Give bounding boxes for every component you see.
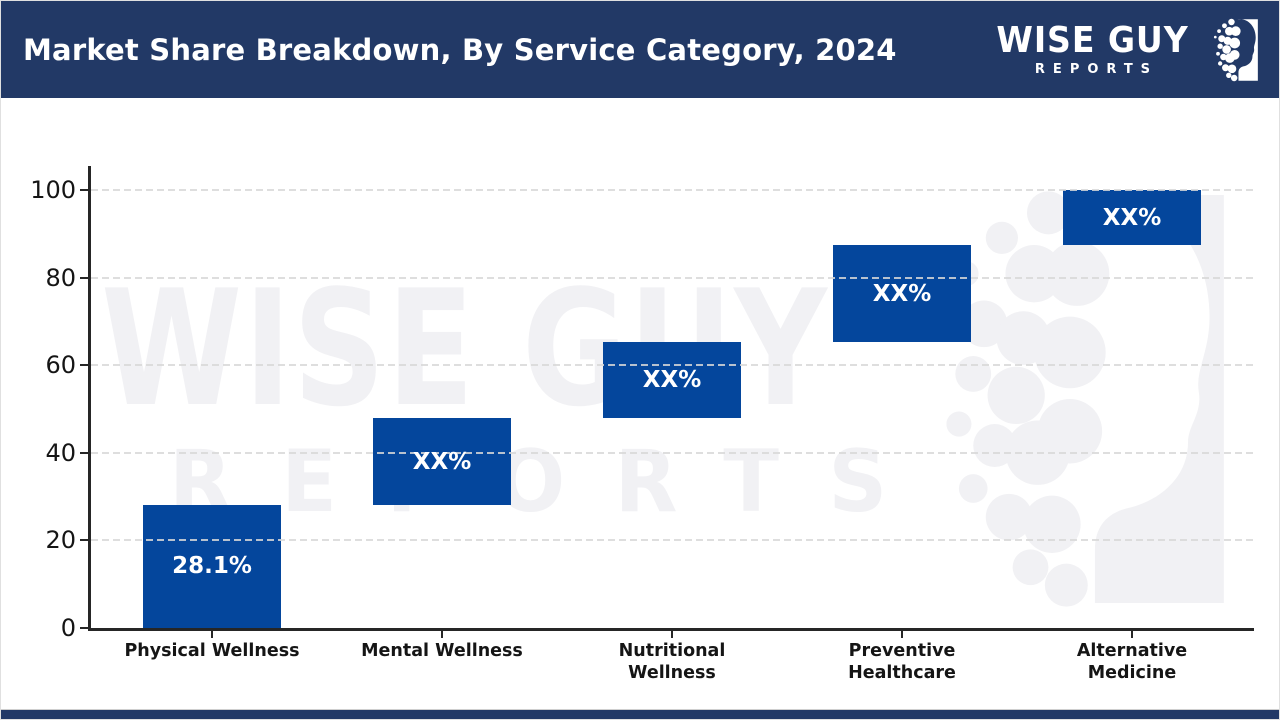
header-bar: Market Share Breakdown, By Service Categ… (1, 1, 1279, 98)
y-tick-mark (80, 276, 88, 279)
x-tick-mark (211, 630, 213, 638)
x-tick-mark (1131, 630, 1133, 638)
y-tick-label: 40 (45, 438, 76, 467)
bar-2 (373, 418, 511, 505)
y-tick-mark (80, 539, 88, 542)
bar-1 (143, 504, 281, 628)
bar-value-label: XX% (412, 448, 472, 475)
y-tick-mark (80, 189, 88, 191)
wise-guy-logo: WISE GUY REPORTS (988, 15, 1259, 85)
y-tick-mark (80, 364, 88, 367)
bar-value-label: XX% (642, 367, 702, 394)
x-tick-mark (441, 630, 443, 638)
x-tick-label: Nutritional Wellness (618, 641, 726, 683)
bar-5 (1063, 190, 1201, 246)
y-tick-label: 0 (60, 614, 76, 642)
gridline-100 (91, 189, 1254, 191)
bar-3 (603, 342, 741, 419)
bar-4 (833, 245, 971, 343)
x-axis-line (88, 628, 1254, 631)
x-tick-label: Alternative Medicine (1076, 641, 1188, 683)
x-tick-label: Preventive Healthcare (848, 641, 956, 683)
x-tick-mark (671, 630, 673, 638)
gridline-80 (91, 276, 1254, 279)
x-tick-mark (901, 630, 903, 638)
footer-bar (1, 709, 1279, 719)
gridline-20 (91, 539, 1254, 542)
x-tick-label: Mental Wellness (361, 641, 523, 661)
logo-name-text: WISE GUY (996, 19, 1189, 61)
dotted-head-icon (1205, 15, 1259, 85)
y-tick-label: 80 (45, 263, 76, 292)
gridline-40 (91, 451, 1254, 454)
bar-value-label: 28.1% (172, 553, 252, 580)
bar-value-label: XX% (872, 280, 932, 307)
y-axis-line (88, 166, 91, 631)
y-tick-label: 100 (30, 176, 76, 204)
y-tick-mark (80, 627, 88, 629)
y-tick-label: 60 (45, 351, 76, 380)
page-title: Market Share Breakdown, By Service Categ… (23, 32, 897, 67)
gridline-60 (91, 364, 1254, 367)
x-tick-label: Physical Wellness (124, 641, 300, 661)
logo-text: WISE GUY REPORTS (988, 19, 1197, 77)
y-tick-mark (80, 451, 88, 454)
logo-tagline-text: REPORTS (1034, 61, 1159, 77)
y-tick-label: 20 (45, 526, 76, 555)
bar-value-label: XX% (1102, 204, 1162, 231)
